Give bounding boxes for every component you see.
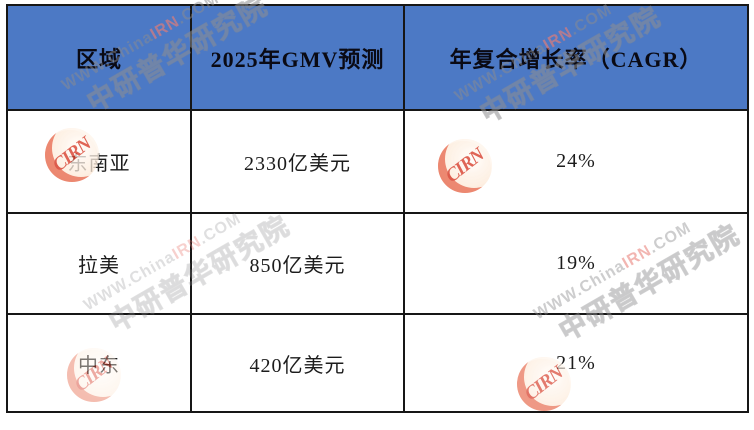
- header-cell-gmv: 2025年GMV预测: [190, 4, 405, 111]
- cell-region-middle-east: 中东: [6, 313, 192, 413]
- gmv-forecast-table: 区域 2025年GMV预测 年复合增长率（CAGR） 东南亚 2330亿美元 2…: [6, 4, 749, 413]
- header-cell-region: 区域: [6, 4, 192, 111]
- table-row: 中东 420亿美元 21%: [6, 313, 749, 413]
- cell-gmv-southeast-asia: 2330亿美元: [190, 109, 405, 214]
- cell-gmv-middle-east: 420亿美元: [190, 313, 405, 413]
- cell-cagr-middle-east: 21%: [403, 313, 749, 413]
- cell-cagr-latam: 19%: [403, 212, 749, 315]
- cell-region-southeast-asia: 东南亚: [6, 109, 192, 214]
- header-cell-cagr: 年复合增长率（CAGR）: [403, 4, 749, 111]
- cell-region-latam: 拉美: [6, 212, 192, 315]
- table-header-row: 区域 2025年GMV预测 年复合增长率（CAGR）: [6, 4, 749, 111]
- cell-cagr-southeast-asia: 24%: [403, 109, 749, 214]
- table-row: 东南亚 2330亿美元 24%: [6, 109, 749, 214]
- table-row: 拉美 850亿美元 19%: [6, 212, 749, 315]
- cell-gmv-latam: 850亿美元: [190, 212, 405, 315]
